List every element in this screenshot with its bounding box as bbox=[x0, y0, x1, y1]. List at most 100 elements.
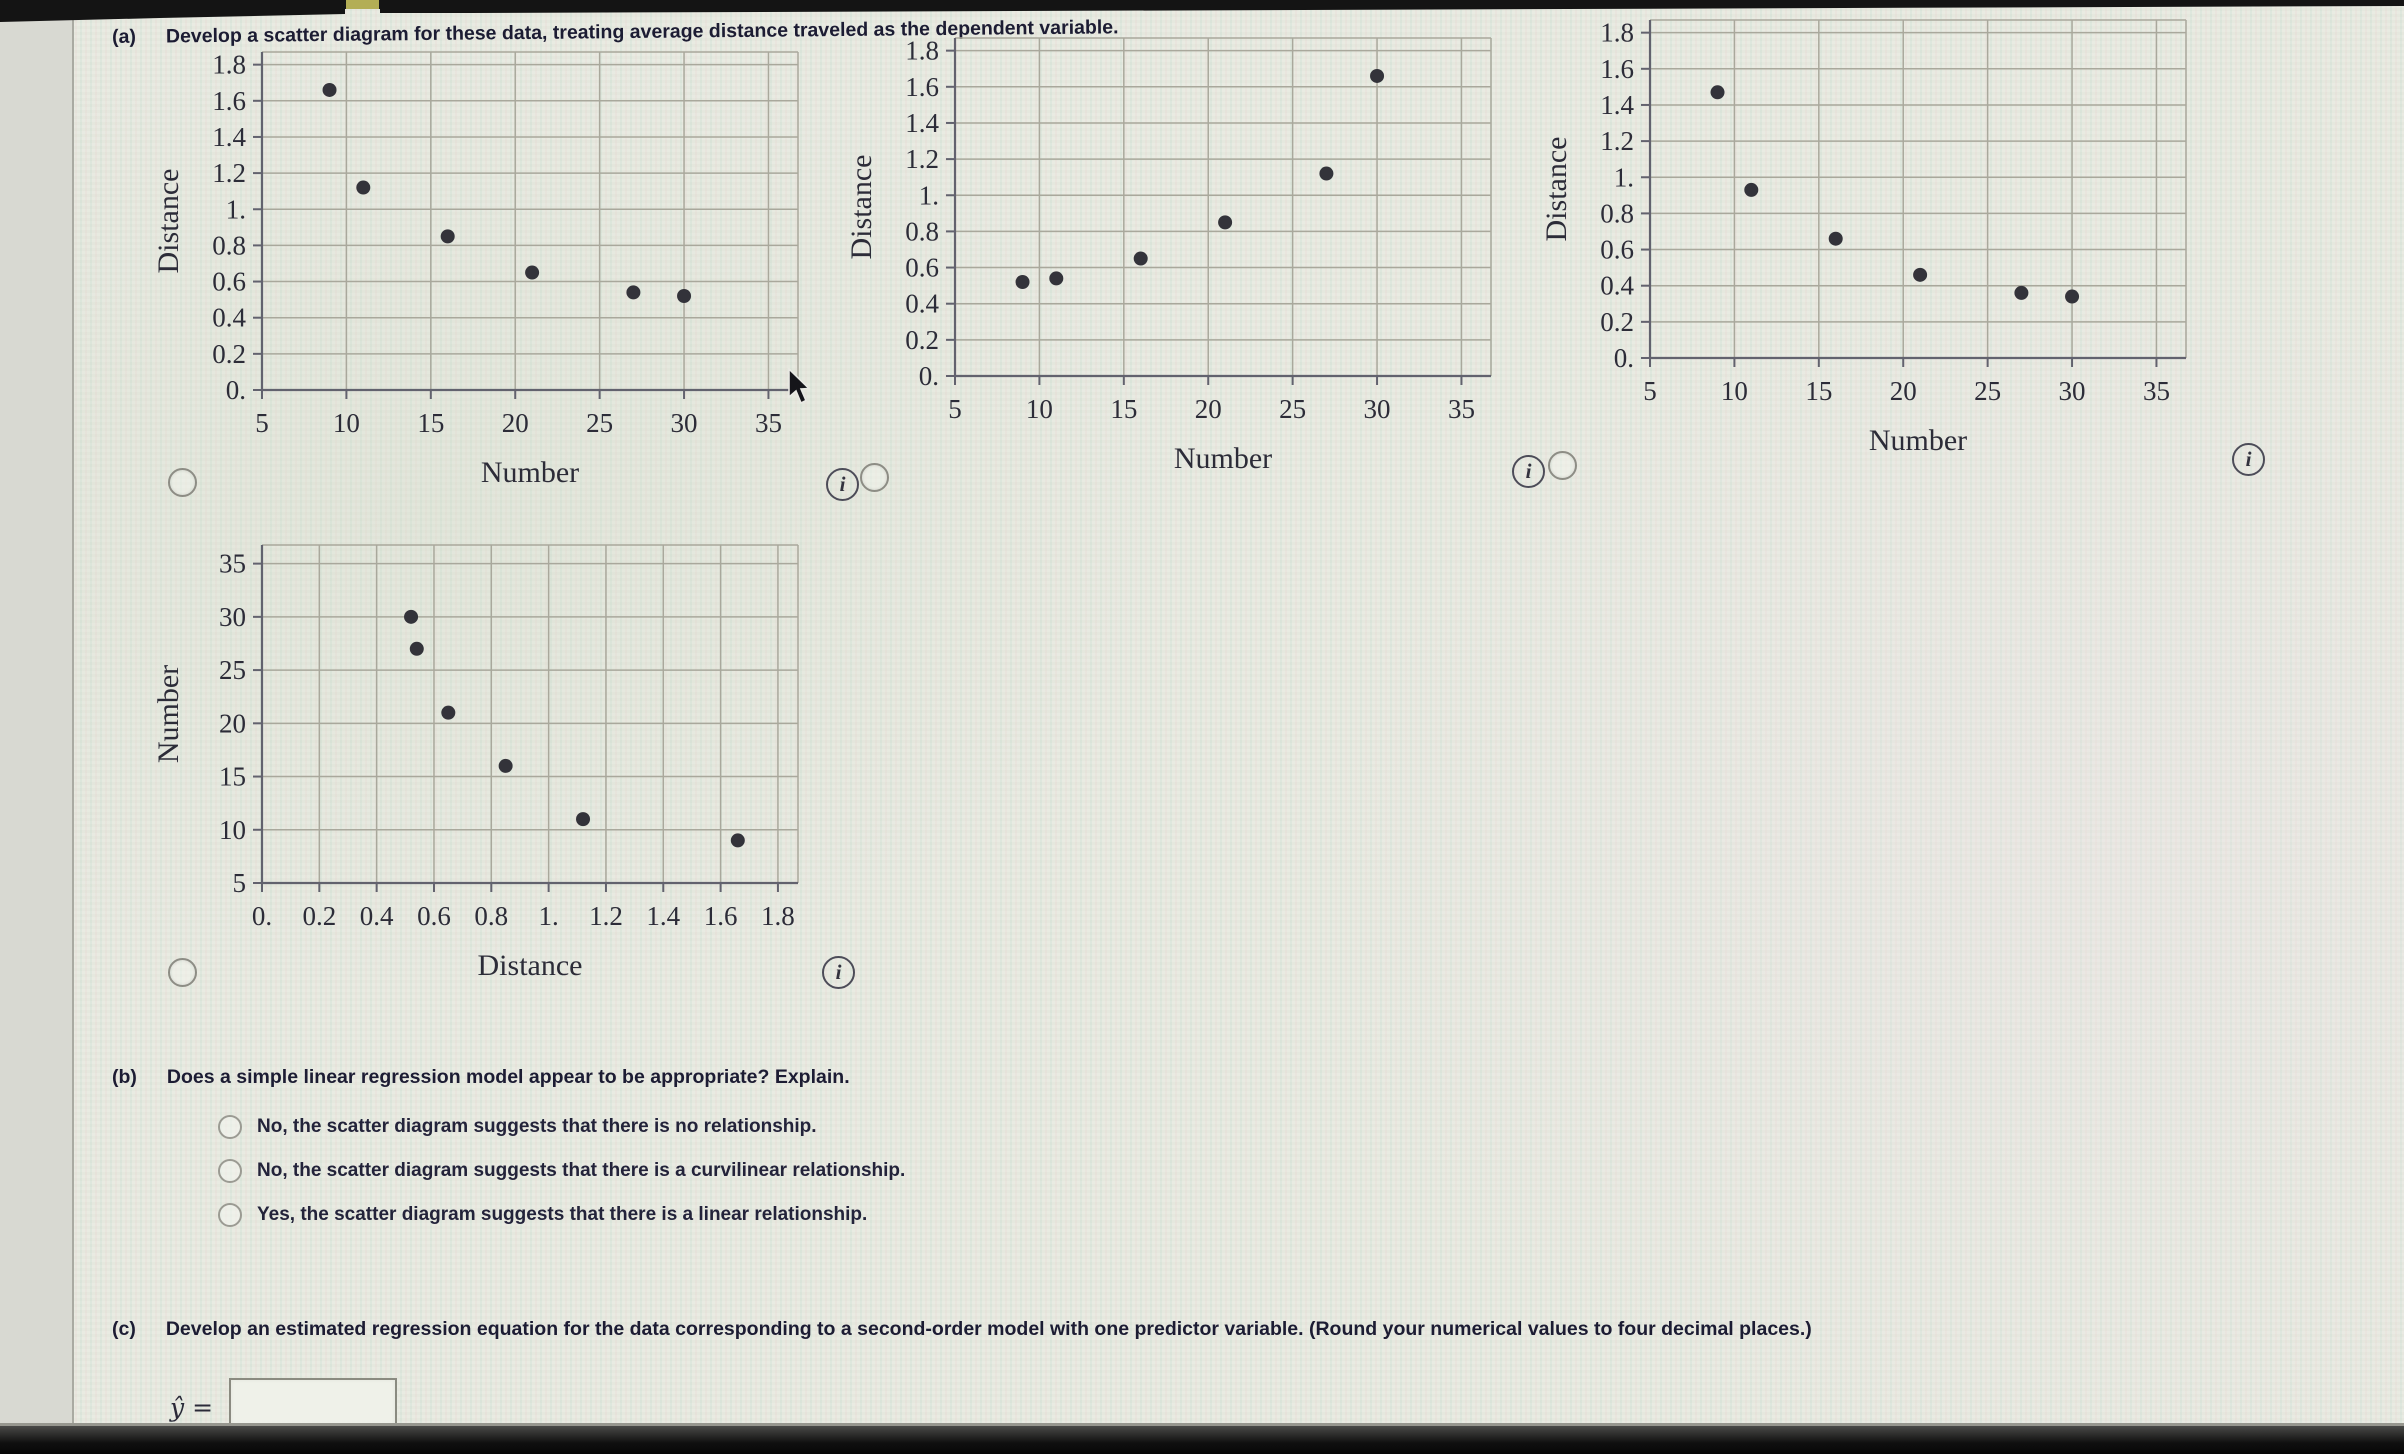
scatter-chart-option-2: 5 10 15 20 25 30 35 0. 0.2 0.4 0.6 0.8 1. 1.2 1.4 1.6 1.… bbox=[843, 24, 1493, 502]
svg-text:5: 5 bbox=[233, 868, 247, 898]
svg-text:30: 30 bbox=[219, 602, 246, 632]
part-b-option-1-label: No, the scatter diagram suggests that th… bbox=[257, 1116, 817, 1137]
info-icon-option-4[interactable]: i bbox=[822, 956, 855, 989]
x-axis-label: Distance bbox=[478, 949, 583, 982]
part-b-question: (b) Does a simple linear regression mode… bbox=[112, 1066, 850, 1089]
svg-text:1.: 1. bbox=[1614, 162, 1634, 192]
part-c-label: (c) bbox=[112, 1318, 136, 1340]
part-c-question: (c) Develop an estimated regression equa… bbox=[112, 1318, 1812, 1341]
svg-text:0.2: 0.2 bbox=[302, 901, 336, 931]
diagram-option-2-radio[interactable] bbox=[860, 463, 889, 492]
svg-text:1.2: 1.2 bbox=[212, 158, 246, 188]
svg-text:0.: 0. bbox=[919, 361, 939, 391]
part-b-option-3-label: Yes, the scatter diagram suggests that t… bbox=[257, 1204, 868, 1225]
part-b-option-2-label: No, the scatter diagram suggests that th… bbox=[257, 1160, 906, 1181]
svg-text:20: 20 bbox=[219, 708, 246, 738]
svg-text:10: 10 bbox=[333, 408, 360, 438]
svg-text:1.4: 1.4 bbox=[905, 108, 939, 138]
svg-text:35: 35 bbox=[2143, 376, 2170, 406]
svg-text:30: 30 bbox=[671, 408, 698, 438]
diagram-option-4-radio[interactable] bbox=[168, 958, 197, 987]
svg-text:35: 35 bbox=[1448, 394, 1475, 424]
svg-text:30: 30 bbox=[2059, 376, 2086, 406]
part-b-option-3-radio[interactable] bbox=[218, 1203, 242, 1227]
svg-text:0.2: 0.2 bbox=[905, 325, 939, 355]
x-axis-label: Number bbox=[1174, 442, 1272, 475]
part-b-text: Does a simple linear regression model ap… bbox=[166, 1066, 850, 1088]
svg-text:0.4: 0.4 bbox=[905, 289, 939, 319]
svg-text:15: 15 bbox=[1110, 394, 1137, 424]
scatter-chart-option-4: 0. 0.2 0.4 0.6 0.8 1. 1.2 1.4 1.6 1.8 5 10 15 20 25 30 3… bbox=[150, 531, 800, 1009]
svg-text:10: 10 bbox=[1721, 376, 1748, 406]
info-icon-option-3[interactable]: i bbox=[2232, 443, 2265, 476]
part-c-text: Develop an estimated regression equation… bbox=[165, 1318, 1812, 1340]
x-axis-label: Number bbox=[481, 456, 579, 489]
x-axis-label: Number bbox=[1869, 424, 1967, 457]
y-axis-label: Distance bbox=[845, 155, 878, 260]
part-b-option-row: No, the scatter diagram suggests that th… bbox=[218, 1156, 905, 1186]
svg-text:1.2: 1.2 bbox=[905, 144, 939, 174]
diagram-option-3-radio[interactable] bbox=[1548, 451, 1577, 480]
svg-text:1.4: 1.4 bbox=[212, 122, 246, 152]
diagram-option-1-radio[interactable] bbox=[168, 468, 197, 497]
part-b-options: No, the scatter diagram suggests that th… bbox=[218, 1112, 905, 1244]
svg-text:15: 15 bbox=[417, 408, 444, 438]
svg-text:20: 20 bbox=[1195, 394, 1222, 424]
y-axis-label: Distance bbox=[152, 169, 185, 274]
part-b-option-1-radio[interactable] bbox=[218, 1115, 242, 1139]
svg-text:35: 35 bbox=[219, 549, 246, 579]
svg-text:5: 5 bbox=[255, 408, 269, 438]
part-b-option-row: No, the scatter diagram suggests that th… bbox=[218, 1112, 905, 1142]
svg-text:0.2: 0.2 bbox=[212, 339, 246, 369]
svg-text:1.6: 1.6 bbox=[1600, 54, 1634, 84]
svg-text:25: 25 bbox=[1279, 394, 1306, 424]
svg-text:1.2: 1.2 bbox=[589, 901, 623, 931]
svg-text:1.6: 1.6 bbox=[704, 901, 738, 931]
scatter-chart-option-1: 5 10 15 20 25 30 35 0. 0.2 0.4 0.6 0.8 1. 1.2 1.4 1.6 1.… bbox=[150, 38, 800, 516]
svg-text:1.8: 1.8 bbox=[905, 36, 939, 66]
svg-text:0.4: 0.4 bbox=[360, 901, 394, 931]
svg-text:1.8: 1.8 bbox=[212, 50, 246, 80]
svg-text:0.: 0. bbox=[1614, 343, 1634, 373]
svg-text:10: 10 bbox=[1026, 394, 1053, 424]
svg-text:1.8: 1.8 bbox=[1600, 18, 1634, 48]
svg-text:1.: 1. bbox=[226, 194, 246, 224]
part-b-option-2-radio[interactable] bbox=[218, 1159, 242, 1183]
svg-text:0.4: 0.4 bbox=[212, 303, 246, 333]
svg-text:0.8: 0.8 bbox=[1600, 198, 1634, 228]
bottom-bezel bbox=[0, 1423, 2404, 1454]
svg-text:5: 5 bbox=[948, 394, 962, 424]
svg-text:0.6: 0.6 bbox=[1600, 235, 1634, 265]
svg-text:0.: 0. bbox=[252, 901, 272, 931]
svg-text:1.6: 1.6 bbox=[212, 86, 246, 116]
svg-text:30: 30 bbox=[1364, 394, 1391, 424]
svg-text:0.8: 0.8 bbox=[474, 901, 508, 931]
svg-text:35: 35 bbox=[755, 408, 782, 438]
svg-text:15: 15 bbox=[219, 762, 246, 792]
svg-text:1.4: 1.4 bbox=[1600, 90, 1634, 120]
info-icon-option-2[interactable]: i bbox=[1512, 455, 1545, 488]
svg-text:0.8: 0.8 bbox=[905, 216, 939, 246]
mouse-cursor bbox=[788, 368, 811, 405]
svg-text:5: 5 bbox=[1643, 376, 1657, 406]
info-icon-option-1[interactable]: i bbox=[826, 468, 859, 501]
part-b-option-row: Yes, the scatter diagram suggests that t… bbox=[218, 1200, 905, 1230]
y-hat-equals-label: ŷ = bbox=[170, 1392, 214, 1422]
svg-text:1.: 1. bbox=[919, 180, 939, 210]
svg-text:0.8: 0.8 bbox=[212, 230, 246, 260]
svg-text:25: 25 bbox=[219, 655, 246, 685]
svg-text:0.6: 0.6 bbox=[212, 267, 246, 297]
svg-text:1.4: 1.4 bbox=[646, 901, 680, 931]
svg-text:0.6: 0.6 bbox=[905, 253, 939, 283]
y-axis-label: Distance bbox=[1540, 137, 1573, 242]
svg-text:25: 25 bbox=[586, 408, 613, 438]
svg-text:1.8: 1.8 bbox=[761, 901, 795, 931]
svg-text:0.: 0. bbox=[226, 375, 246, 405]
svg-text:1.: 1. bbox=[539, 901, 559, 931]
svg-text:10: 10 bbox=[219, 815, 246, 845]
part-a-label: (a) bbox=[112, 25, 137, 48]
svg-text:25: 25 bbox=[1974, 376, 2001, 406]
svg-text:0.6: 0.6 bbox=[417, 901, 451, 931]
svg-text:15: 15 bbox=[1805, 376, 1832, 406]
